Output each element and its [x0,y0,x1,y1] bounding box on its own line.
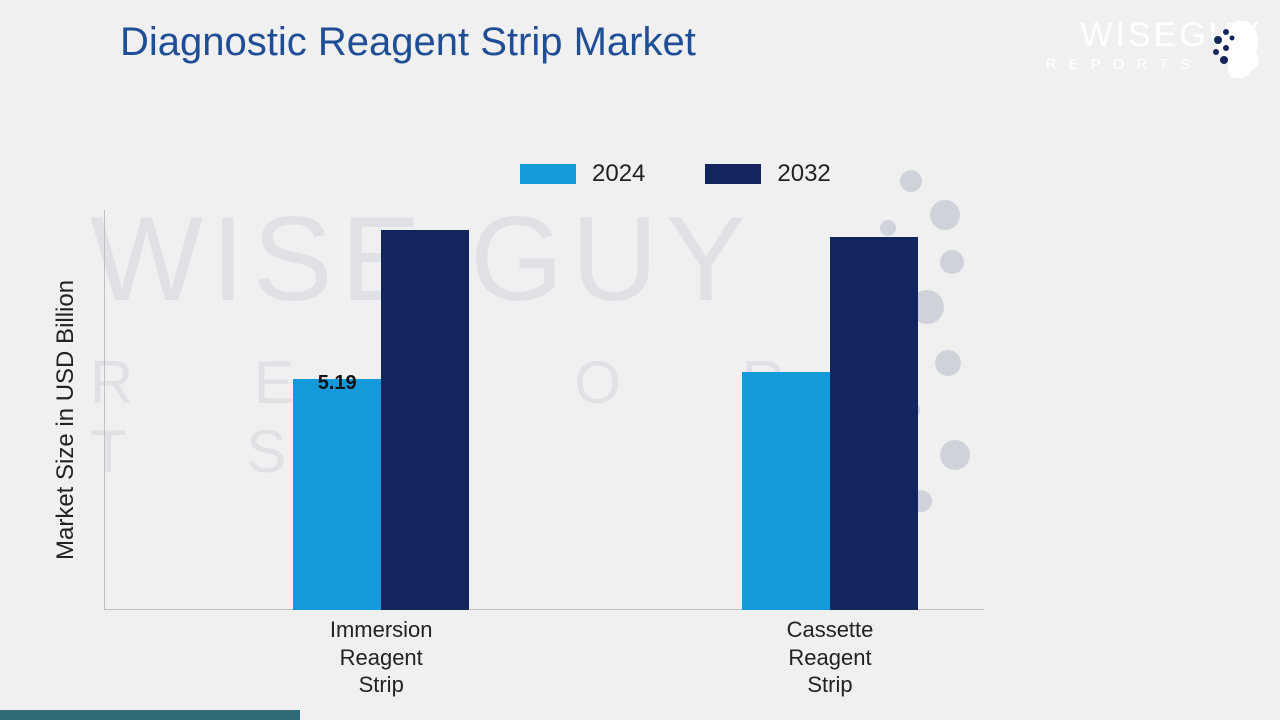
chart-plot-area: 5.19 Immersion Reagent Strip Cassette Re… [104,210,984,610]
bar-value-label-immersion-2024: 5.19 [318,372,357,395]
legend-item-2024: 2024 [520,160,645,188]
y-axis-line [104,210,105,610]
category-label-immersion-l3: Strip [291,671,471,699]
category-label-cassette-l1: Cassette [740,616,920,644]
head-profile-icon [1206,18,1262,82]
category-label-cassette: Cassette Reagent Strip [740,610,920,699]
bottom-accent-bar [0,710,300,720]
category-label-immersion: Immersion Reagent Strip [291,610,471,699]
logo-word-wise: WISE [1080,16,1179,54]
brand-logo: WISEGUY REPORTS [962,18,1262,73]
bar-group-cassette: Cassette Reagent Strip [720,237,940,610]
legend-swatch-2032 [705,164,761,184]
legend-swatch-2024 [520,164,576,184]
circle-cutout [960,0,1280,720]
legend-label-2024: 2024 [592,160,645,188]
bar-immersion-2024 [293,379,381,610]
right-accent-band [960,0,1280,720]
bar-immersion-2032 [381,230,469,610]
legend-label-2032: 2032 [777,160,830,188]
legend-item-2032: 2032 [705,160,830,188]
category-label-immersion-l2: Reagent [291,644,471,672]
bar-group-immersion: 5.19 Immersion Reagent Strip [271,230,491,610]
legend: 2024 2032 [520,160,831,188]
category-label-cassette-l3: Strip [740,671,920,699]
chart-title: Diagnostic Reagent Strip Market [120,20,696,65]
bar-cassette-2024 [742,372,830,610]
category-label-immersion-l1: Immersion [291,616,471,644]
bar-cassette-2032 [830,237,918,610]
y-axis-label: Market Size in USD Billion [52,280,80,560]
category-label-cassette-l2: Reagent [740,644,920,672]
page-root: WISE GUY R E P O R T S WISEGUY REPORTS D… [0,0,1280,720]
